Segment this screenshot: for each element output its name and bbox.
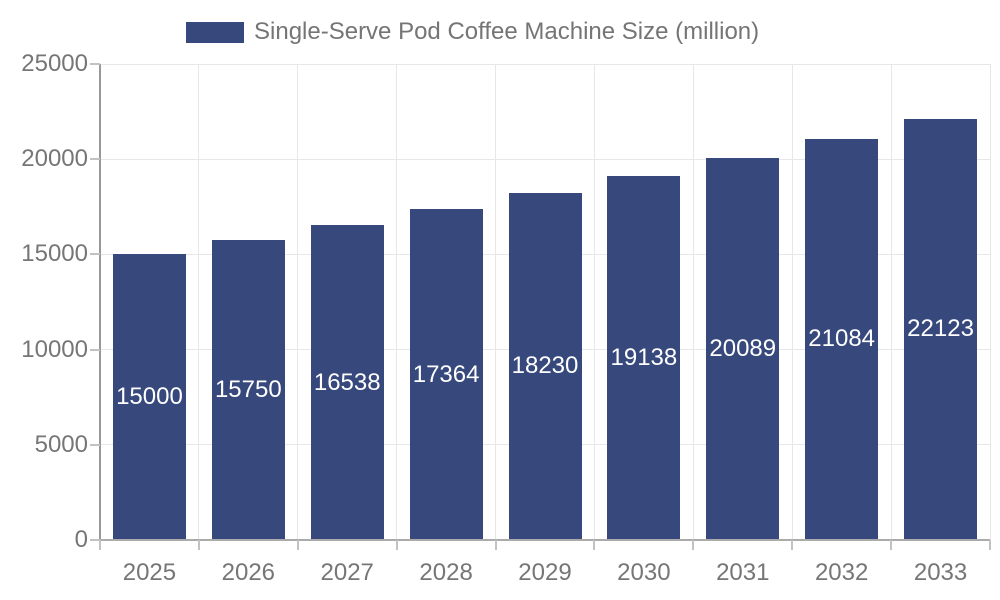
gridline-vertical [989,64,991,540]
bar-2033: 22123 [904,118,978,540]
y-axis-tick-label: 20000 [21,145,88,173]
gridline-horizontal [100,63,990,65]
gridline-vertical [791,64,793,540]
gridline-vertical [198,64,200,540]
bar-value-label: 20089 [709,334,777,362]
bar-value-label: 16538 [313,368,381,396]
x-axis-tick-label: 2028 [419,559,473,586]
x-axis-tick [989,540,991,550]
x-axis-tick-label: 2033 [913,559,968,586]
x-axis-tick-label: 2025 [122,559,177,586]
bar-value-label: 19138 [610,343,678,371]
bar-value-label: 18230 [511,352,579,380]
plot-area: 15000 15750 16538 17364 18230 19138 20089 21084… [99,63,991,541]
bar-value-label: 21084 [808,325,876,353]
y-axis-tick-label: 5000 [34,430,88,458]
gridline-vertical [593,64,595,540]
x-axis-tick [296,540,299,550]
x-axis-tick [395,540,398,550]
gridline-vertical [890,64,892,540]
bar-value-label: 15000 [116,383,183,411]
x-axis-tick [791,540,794,550]
gridline-vertical [297,64,299,540]
x-axis-tick [494,540,497,550]
x-axis-tick [99,540,101,550]
bar-2028: 17364 [409,209,483,540]
bar-2026: 15750 [211,240,285,540]
bar-value-label: 22123 [907,315,974,343]
gridline-vertical [692,64,694,540]
x-axis-tick-label: 2029 [518,559,572,586]
y-axis-tick-label: 15000 [21,240,88,268]
x-axis-tick-label: 2027 [320,559,374,586]
legend-swatch [186,21,244,43]
x-axis-tick-label: 2031 [716,559,770,586]
bar-value-label: 17364 [412,360,480,388]
bar-2029: 18230 [508,192,582,540]
gridline-horizontal [100,158,990,160]
bar-2032: 21084 [805,138,879,540]
y-axis-tick-label: 0 [74,526,88,553]
x-axis-tick [197,540,200,550]
x-axis-baseline [100,539,990,541]
y-axis-spine [99,64,101,540]
y-axis-tick-label: 25000 [21,50,88,77]
bar-2030: 19138 [607,175,681,540]
legend-item[interactable]: Single-Serve Pod Coffee Machine Size (mi… [186,16,759,48]
y-axis-tick-label: 10000 [21,335,88,363]
bar-2031: 20089 [706,157,780,540]
x-axis-tick [890,540,893,550]
bar-2025: 15000 [112,254,186,540]
gridline-vertical [396,64,398,540]
bar-2027: 16538 [310,225,384,540]
x-axis-tick-label: 2032 [814,559,869,586]
x-axis-tick [692,540,695,550]
gridline-vertical [495,64,497,540]
legend-label: Single-Serve Pod Coffee Machine Size (mi… [254,18,760,45]
x-axis-tick-label: 2030 [617,559,671,586]
bar-value-label: 15750 [214,376,282,404]
x-axis-tick [593,540,596,550]
x-axis-tick-label: 2026 [221,559,276,586]
